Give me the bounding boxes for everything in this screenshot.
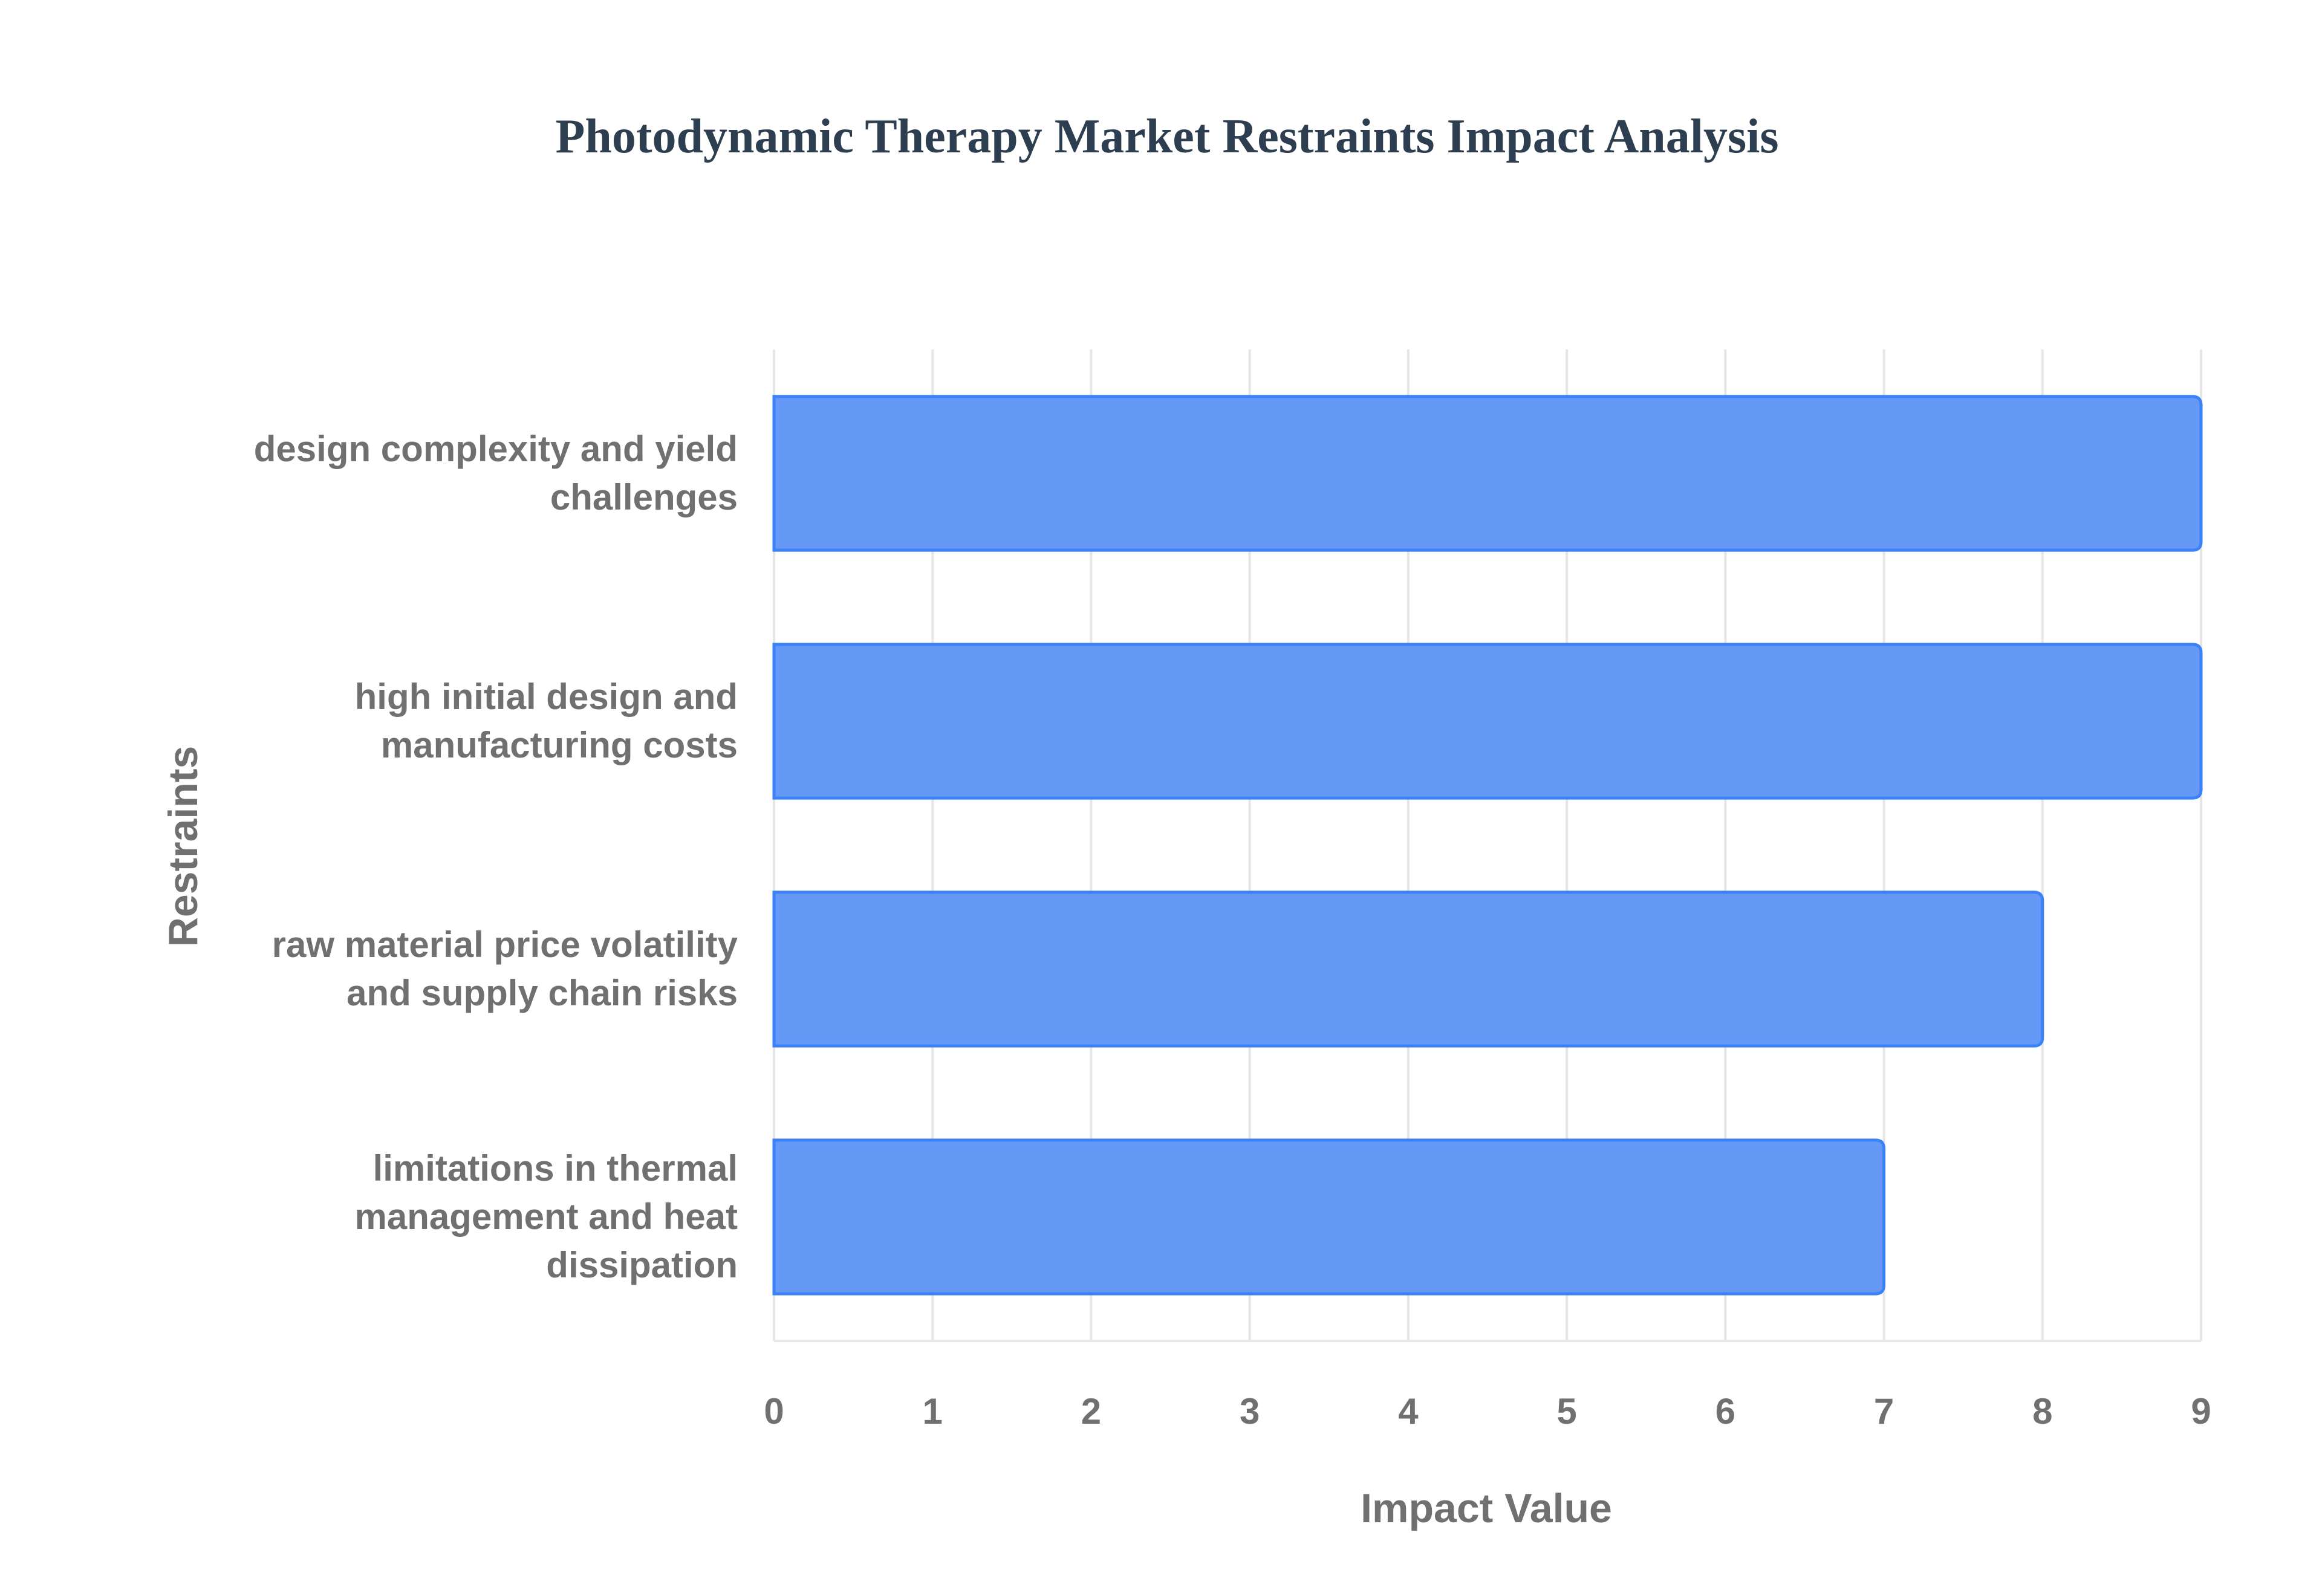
category-label-line: manufacturing costs xyxy=(381,725,738,765)
category-label-line: challenges xyxy=(550,477,738,517)
bars xyxy=(772,395,2203,1296)
category-label-line: raw material price volatility xyxy=(272,924,738,965)
chart-title: Photodynamic Therapy Market Restraints I… xyxy=(556,110,1779,163)
category-label-line: limitations in thermal xyxy=(373,1148,738,1189)
y-axis-title: Restraints xyxy=(160,746,206,947)
category-label-line: high initial design and xyxy=(355,676,738,717)
category-labels: design complexity and yield challenges hig… xyxy=(254,429,738,1285)
x-tick-label: 3 xyxy=(1240,1391,1260,1432)
category-label-line: management and heat xyxy=(355,1196,738,1237)
x-tick-label: 1 xyxy=(923,1391,943,1432)
category-label: limitations in thermal management and hea… xyxy=(355,1148,738,1285)
x-tick-label: 0 xyxy=(764,1391,784,1432)
bar xyxy=(772,1138,1886,1296)
bar xyxy=(772,890,2044,1048)
category-label: raw material price volatility and supply … xyxy=(272,924,738,1013)
category-label-line: design complexity and yield xyxy=(254,429,738,469)
x-tick-label: 7 xyxy=(1874,1391,1894,1432)
x-axis-title: Impact Value xyxy=(1361,1485,1612,1531)
x-tick-label: 5 xyxy=(1556,1391,1576,1432)
category-label: design complexity and yield challenges xyxy=(254,429,738,517)
x-tick-label: 6 xyxy=(1715,1391,1735,1432)
category-label: high initial design and manufacturing cos… xyxy=(355,676,738,765)
bar xyxy=(772,643,2203,800)
x-tick-labels: 0 1 2 3 4 5 6 7 8 9 xyxy=(764,1391,2211,1432)
category-label-line: and supply chain risks xyxy=(346,973,738,1013)
x-tick-label: 4 xyxy=(1398,1391,1419,1432)
x-tick-label: 2 xyxy=(1081,1391,1101,1432)
x-tick-label: 8 xyxy=(2032,1391,2052,1432)
bar xyxy=(772,395,2203,552)
x-tick-label: 9 xyxy=(2191,1391,2211,1432)
category-label-line: dissipation xyxy=(546,1245,738,1285)
